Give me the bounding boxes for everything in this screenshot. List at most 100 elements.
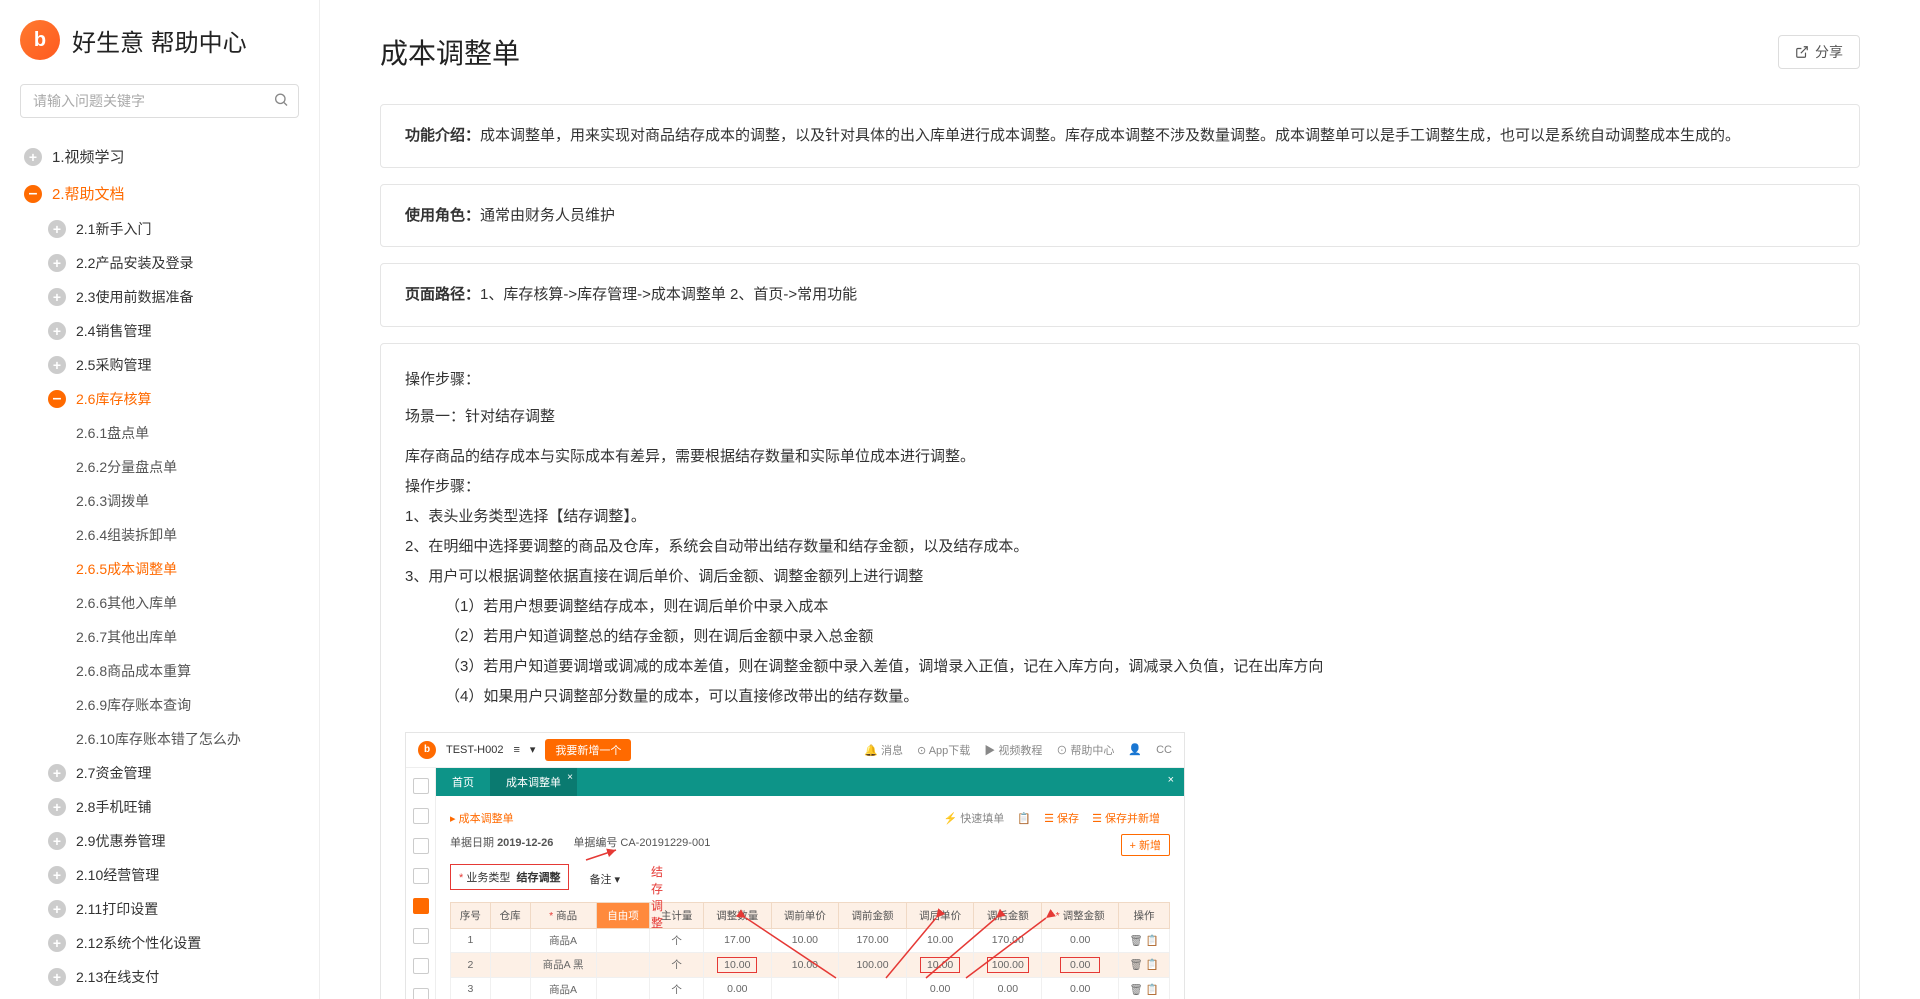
step-3-3: （3）若用户知道要调增或调减的成本差值，则在调整金额中录入差值，调增录入正值，记…	[405, 652, 1835, 682]
annotated-cell: 0.00	[1060, 957, 1100, 973]
mock-side-icon-active	[413, 898, 429, 914]
nav-item-video-learning[interactable]: 1.视频学习	[20, 138, 299, 175]
expand-icon	[48, 254, 66, 272]
intro-box: 功能介绍：成本调整单，用来实现对商品结存成本的调整，以及针对具体的出入库单进行成…	[380, 104, 1860, 168]
nav-label: 2.6库存核算	[76, 389, 151, 409]
nav-item-2-6-3[interactable]: 2.6.3调拨单	[72, 484, 299, 518]
expand-icon	[48, 764, 66, 782]
col-post-price: 调后单价	[906, 902, 974, 928]
mock-msg: 🔔 消息	[864, 742, 903, 758]
nav-label: 2.6.10库存账本错了怎么办	[76, 729, 241, 749]
intro-text: 成本调整单，用来实现对商品结存成本的调整，以及针对具体的出入库单进行成本调整。库…	[480, 127, 1740, 144]
close-icon: ×	[1158, 768, 1184, 796]
mock-side-icon	[413, 778, 429, 794]
mock-tabs: 首页 成本调整单× ×	[436, 768, 1184, 796]
share-button[interactable]: 分享	[1778, 35, 1860, 69]
menu-icon: ≡	[513, 744, 519, 756]
nav-label: 2.帮助文档	[52, 183, 125, 204]
nav-label: 2.7资金管理	[76, 763, 151, 783]
mock-side-icon	[413, 958, 429, 974]
mock-topbar: b TEST-H002 ≡ ▾ 我要新增一个 🔔 消息 ⊙ App下载 ▶ 视频…	[406, 733, 1184, 768]
mock-meta: 单据日期 2019-12-26 单据编号 CA-20191229-001 + 新…	[450, 834, 1170, 856]
nav-item-2-6-5[interactable]: 2.6.5成本调整单	[72, 552, 299, 586]
nav-item-2-8[interactable]: 2.8手机旺铺	[44, 790, 299, 824]
role-text: 通常由财务人员维护	[480, 207, 615, 224]
nav-item-2-7[interactable]: 2.7资金管理	[44, 756, 299, 790]
row-action: 🗑 📋	[1119, 928, 1170, 952]
mock-side-icon	[413, 808, 429, 824]
col-pre-amount: 调前金额	[839, 902, 907, 928]
nav-item-2-6-1[interactable]: 2.6.1盘点单	[72, 416, 299, 450]
expand-icon	[24, 148, 42, 166]
step-1: 1、表头业务类型选择【结存调整】。	[405, 502, 1835, 532]
mock-new-label: + 新增	[1121, 834, 1170, 856]
col-action: 操作	[1119, 902, 1170, 928]
mock-video: ▶ 视频教程	[984, 742, 1042, 758]
col-product: 商品	[530, 902, 596, 928]
col-warehouse: 仓库	[490, 902, 530, 928]
mock-sidebar	[406, 768, 436, 999]
mock-help: ⊙ 帮助中心	[1056, 742, 1114, 758]
expand-icon	[48, 968, 66, 986]
scene1-desc: 库存商品的结存成本与实际成本有差异，需要根据结存数量和实际单位成本进行调整。	[405, 442, 1835, 472]
nav-item-2-1[interactable]: 2.1新手入门	[44, 212, 299, 246]
main-content: 成本调整单 分享 功能介绍：成本调整单，用来实现对商品结存成本的调整，以及针对具…	[320, 0, 1920, 999]
row-action: 🗑 📋	[1119, 952, 1170, 977]
expand-icon	[48, 832, 66, 850]
nav-item-2-13[interactable]: 2.13在线支付	[44, 960, 299, 994]
col-idx: 序号	[451, 902, 491, 928]
nav-item-2-5[interactable]: 2.5采购管理	[44, 348, 299, 382]
nav-item-2-6-8[interactable]: 2.6.8商品成本重算	[72, 654, 299, 688]
mock-remark-label: 备注 ▾	[589, 871, 620, 887]
nav-item-2-6-10[interactable]: 2.6.10库存账本错了怎么办	[72, 722, 299, 756]
nav-label: 2.11打印设置	[76, 899, 158, 919]
search-input[interactable]	[20, 84, 299, 118]
nav-item-2-12[interactable]: 2.12系统个性化设置	[44, 926, 299, 960]
nav-label: 2.6.5成本调整单	[76, 559, 177, 579]
share-label: 分享	[1815, 42, 1843, 62]
table-row-highlighted: 2商品A 黑个 10.00 10.00100.00 10.00 100.00 0…	[451, 952, 1170, 977]
content-box: 操作步骤： 场景一：针对结存调整 库存商品的结存成本与实际成本有差异，需要根据结…	[380, 343, 1860, 999]
brand-logo[interactable]: b 好生意 帮助中心	[20, 20, 299, 60]
brand-title: 好生意 帮助中心	[72, 23, 247, 58]
nav-item-2-6-2[interactable]: 2.6.2分量盘点单	[72, 450, 299, 484]
nav-label: 2.8手机旺铺	[76, 797, 151, 817]
path-label: 页面路径：	[405, 286, 480, 303]
nav-item-2-6-7[interactable]: 2.6.7其他出库单	[72, 620, 299, 654]
nav-label: 2.1新手入门	[76, 219, 151, 239]
nav-label: 2.9优惠券管理	[76, 831, 165, 851]
mock-side-icon	[413, 928, 429, 944]
col-qty: 调整数量	[703, 902, 771, 928]
nav-item-2-6-4[interactable]: 2.6.4组装拆卸单	[72, 518, 299, 552]
dropdown-icon: ▾	[530, 743, 536, 756]
table-row: 3商品A个 0.00 0.000.000.00 🗑 📋	[451, 977, 1170, 999]
nav-label: 2.6.3调拨单	[76, 491, 149, 511]
nav-item-2-10[interactable]: 2.10经营管理	[44, 858, 299, 892]
step-3-4: （4）如果用户只调整部分数量的成本，可以直接修改带出的结存数量。	[405, 682, 1835, 712]
step-3-2: （2）若用户知道调整总的结存金额，则在调后金额中录入总金额	[405, 622, 1835, 652]
share-icon	[1795, 45, 1809, 59]
nav-item-help-docs[interactable]: 2.帮助文档	[20, 175, 299, 212]
nav-item-2-9[interactable]: 2.9优惠券管理	[44, 824, 299, 858]
nav-item-2-6-6[interactable]: 2.6.6其他入库单	[72, 586, 299, 620]
mock-logo-icon: b	[418, 741, 436, 759]
nav-item-2-4[interactable]: 2.4销售管理	[44, 314, 299, 348]
mock-table: 序号 仓库 商品 自由项 主计量 调整数量 调前单价 调前金额 调后单价	[450, 902, 1170, 999]
nav-item-2-3[interactable]: 2.3使用前数据准备	[44, 280, 299, 314]
nav-item-2-6-9[interactable]: 2.6.9库存账本查询	[72, 688, 299, 722]
mock-tab-home: 首页	[436, 768, 490, 796]
role-box: 使用角色：通常由财务人员维护	[380, 184, 1860, 248]
nav-item-2-14[interactable]: 2.14常见问题	[44, 994, 299, 999]
nav-label: 2.10经营管理	[76, 865, 159, 885]
search-box	[20, 84, 299, 118]
app-screenshot: b TEST-H002 ≡ ▾ 我要新增一个 🔔 消息 ⊙ App下载 ▶ 视频…	[405, 732, 1185, 999]
nav-item-2-2[interactable]: 2.2产品安装及登录	[44, 246, 299, 280]
nav-item-2-11[interactable]: 2.11打印设置	[44, 892, 299, 926]
nav-label: 2.6.8商品成本重算	[76, 661, 191, 681]
sidebar: b 好生意 帮助中心 1.视频学习 2.帮助文档 2.1新手入门 2.2产品安装…	[0, 0, 320, 999]
role-label: 使用角色：	[405, 207, 480, 224]
col-pre-price: 调前单价	[771, 902, 839, 928]
close-icon: ×	[567, 772, 573, 783]
nav-item-2-6[interactable]: 2.6库存核算	[44, 382, 299, 416]
collapse-icon	[24, 185, 42, 203]
